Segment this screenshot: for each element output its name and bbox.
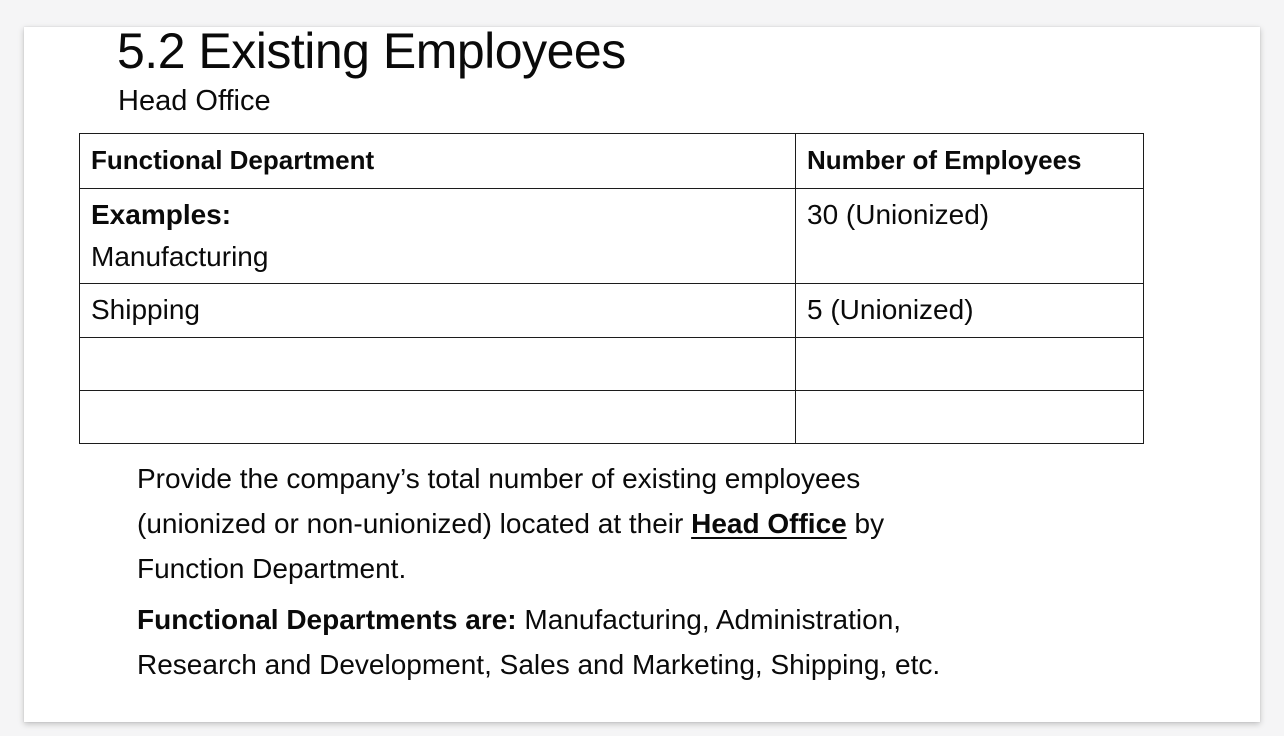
text-run: Head Office xyxy=(691,508,847,539)
text-run: Provide the company’s total number of ex… xyxy=(137,463,861,494)
body-text: Provide the company’s total number of ex… xyxy=(137,456,1137,687)
section-heading: 5.2 Existing Employees xyxy=(117,23,626,79)
text-line: Provide the company’s total number of ex… xyxy=(137,456,1137,501)
document-page: 5.2 Existing Employees Head Office Funct… xyxy=(24,23,1260,722)
text-run: Shipping xyxy=(91,294,200,325)
column-header-functional-department: Functional Department xyxy=(79,133,796,189)
page-subtitle: Head Office xyxy=(118,85,271,117)
text-run: Research and Development, Sales and Mark… xyxy=(137,649,941,680)
text-run: by xyxy=(846,508,885,539)
column-header-number-of-employees: Number of Employees xyxy=(795,133,1144,189)
table-row xyxy=(79,390,1144,444)
instruction-paragraph: Provide the company’s total number of ex… xyxy=(137,456,1137,591)
text-line: (unionized or non-unionized) located at … xyxy=(137,501,1137,546)
table-row xyxy=(79,337,1144,391)
text-run: Functional Departments are: xyxy=(137,604,517,635)
employees-cell: 5 (Unionized) xyxy=(795,283,1144,338)
text-line: Research and Development, Sales and Mark… xyxy=(137,642,1137,687)
text-line: Function Department. xyxy=(137,546,1137,591)
department-cell xyxy=(79,390,796,444)
definition-paragraph: Functional Departments are: Manufacturin… xyxy=(137,597,1137,687)
employees-cell: 30 (Unionized) xyxy=(795,188,1144,284)
employees-cell xyxy=(795,390,1144,444)
text-run: Manufacturing xyxy=(91,241,269,272)
text-run: (unionized or non-unionized) located at … xyxy=(137,508,692,539)
table-row: Examples: Manufacturing 30 (Unionized) xyxy=(79,188,1144,284)
table-row: Shipping 5 (Unionized) xyxy=(79,283,1144,338)
employees-cell xyxy=(795,337,1144,391)
text-run: Examples: xyxy=(91,199,232,230)
text-line: Functional Departments are: Manufacturin… xyxy=(137,597,1137,642)
department-cell: Examples: Manufacturing xyxy=(79,188,796,284)
text-line: Manufacturing xyxy=(91,236,784,278)
text-run: Manufacturing, Administration, xyxy=(516,604,902,635)
text-line: Examples: xyxy=(91,194,784,236)
department-cell xyxy=(79,337,796,391)
text-run: Function Department. xyxy=(137,553,407,584)
table-header-row: Functional Department Number of Employee… xyxy=(79,133,1144,189)
department-cell: Shipping xyxy=(79,283,796,338)
employees-table: Functional Department Number of Employee… xyxy=(79,133,1144,444)
text-line: Shipping xyxy=(91,289,784,331)
